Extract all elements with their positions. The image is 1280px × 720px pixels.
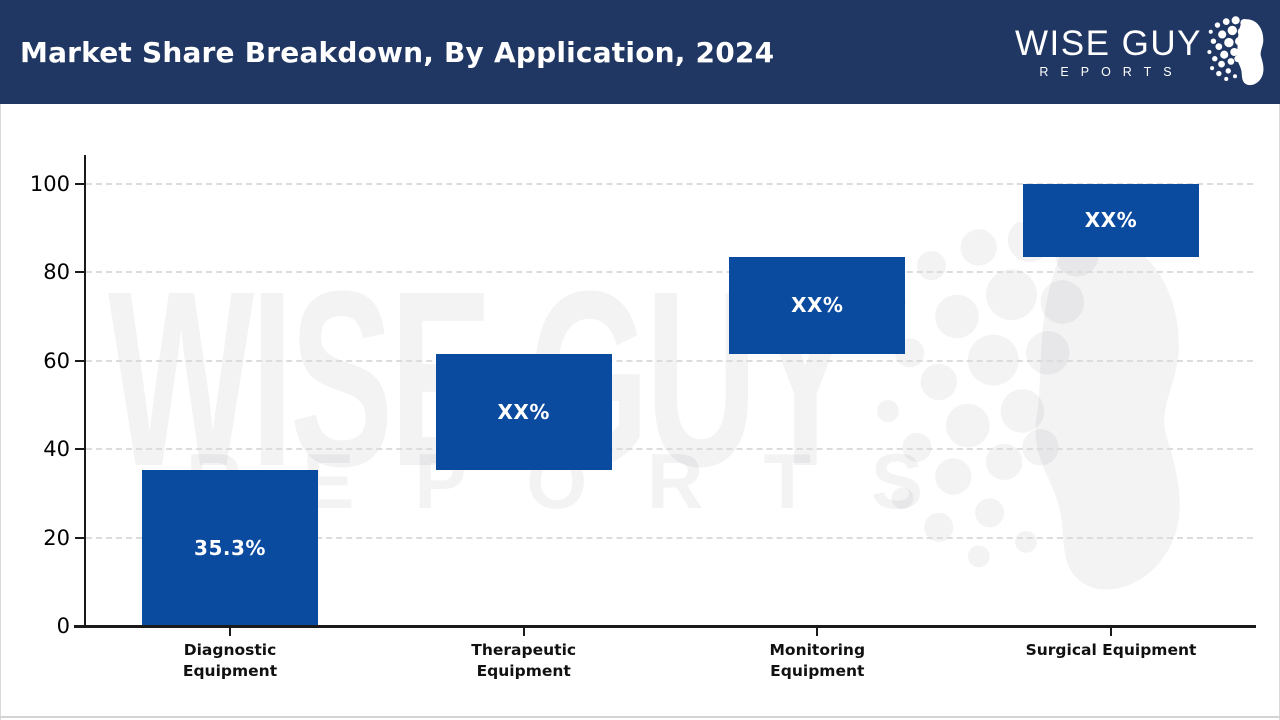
x-axis-line [74,625,1256,628]
bar-value-label-diagnostic-equipment: 35.3% [194,535,266,560]
grid-line-60 [86,359,1253,362]
y-tick-label-40: 40 [43,437,70,462]
x-tick-mark-monitoring-equipment [816,628,819,636]
y-tick-label-80: 80 [43,260,70,285]
header-bar: Market Share Breakdown, By Application, … [0,0,1280,104]
wiseguy-head-icon [1207,16,1264,86]
grid-line-100 [86,183,1253,185]
market-share-chart: WISE GUY REPORTS 0 20 40 60 80 100 35.3% Diagno… [0,104,1280,720]
bar-diagnostic-equipment: 35.3% [142,469,318,626]
y-tick-mark-0 [75,625,84,627]
grid-line-40 [86,448,1253,451]
bar-value-label-surgical-equipment: XX% [1084,208,1138,233]
page-title: Market Share Breakdown, By Application, … [20,35,775,69]
bar-therapeutic-equipment: XX% [435,353,612,470]
x-tick-mark-therapeutic-equipment [522,628,525,636]
y-tick-mark-80 [75,271,84,274]
grid-line-80 [86,271,1253,274]
bar-surgical-equipment: XX% [1023,184,1199,257]
bar-monitoring-equipment: XX% [729,256,906,354]
y-tick-mark-100 [75,183,84,185]
y-tick-label-60: 60 [43,348,70,373]
x-tick-mark-surgical-equipment [1110,628,1112,636]
x-axis-label-diagnostic-equipment: Diagnostic Equipment [182,641,278,680]
wiseguy-logo: WISE GUY REPORTS [1015,10,1266,94]
y-tick-label-100: 100 [29,172,70,196]
grid-line-20 [86,536,1253,539]
logo-wordmark: WISE GUY [1014,23,1202,63]
y-tick-label-0: 0 [56,614,70,638]
y-tick-mark-40 [75,448,84,451]
y-axis-line [84,155,86,626]
logo-subtitle: REPORTS [1039,64,1184,79]
watermark-head-icon [876,222,1180,590]
bar-value-label-therapeutic-equipment: XX% [497,399,550,424]
x-axis-label-surgical-equipment: Surgical Equipment [1025,641,1197,659]
bar-value-label-monitoring-equipment: XX% [791,293,844,318]
wiseguy-logo-text: WISE GUY REPORTS [1015,26,1202,79]
x-axis-label-therapeutic-equipment: Therapeutic Equipment [471,641,577,680]
page-border-left [0,104,1,720]
x-tick-mark-diagnostic-equipment [229,628,231,636]
y-tick-label-20: 20 [43,525,70,550]
y-tick-mark-60 [75,359,84,362]
y-tick-mark-20 [75,536,84,539]
x-axis-label-monitoring-equipment: Monitoring Equipment [769,641,866,680]
page-border-bottom [0,716,1280,718]
